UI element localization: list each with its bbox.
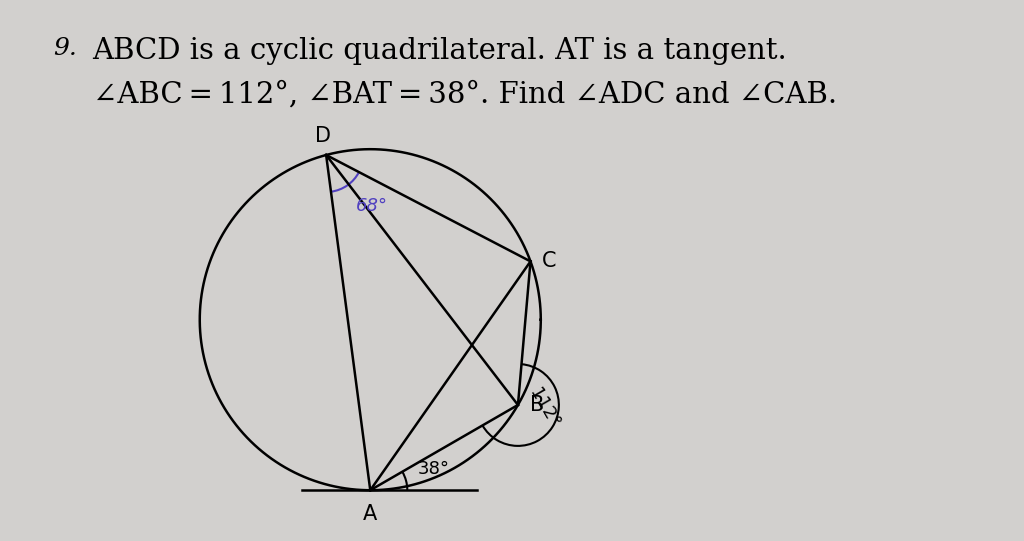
Text: 68°: 68° — [355, 197, 388, 215]
Text: ∠ABC = 112°, ∠BAT = 38°. Find ∠ADC and ∠CAB.: ∠ABC = 112°, ∠BAT = 38°. Find ∠ADC and ∠… — [92, 81, 837, 109]
Text: 112°: 112° — [525, 385, 562, 432]
Text: 9.: 9. — [53, 37, 78, 60]
Text: B: B — [529, 395, 544, 415]
Text: D: D — [314, 126, 331, 146]
Text: C: C — [542, 252, 557, 272]
Text: 38°: 38° — [418, 460, 450, 478]
Text: ABCD is a cyclic quadrilateral. AT is a tangent.: ABCD is a cyclic quadrilateral. AT is a … — [92, 37, 787, 65]
Text: A: A — [364, 504, 378, 524]
